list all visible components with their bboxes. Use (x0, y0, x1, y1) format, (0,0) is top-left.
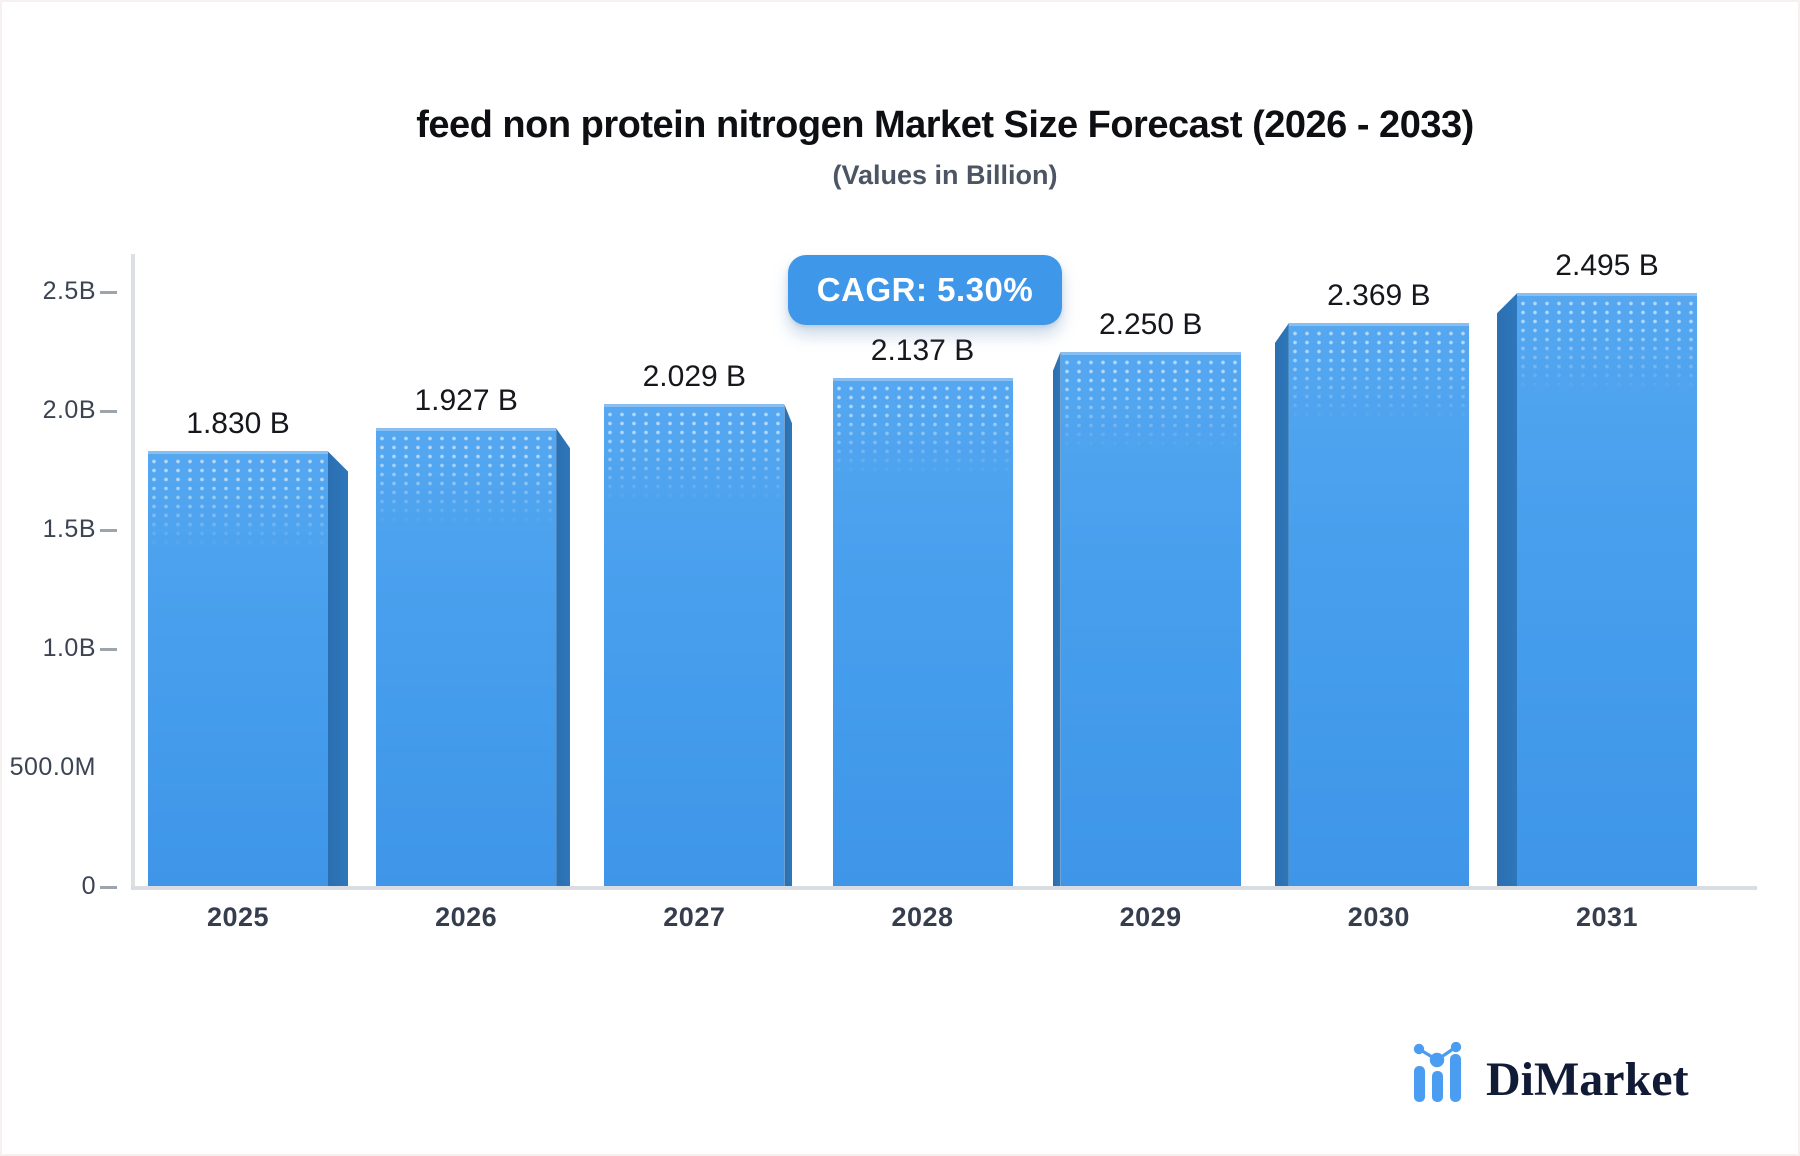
bar-texture-dots (1517, 299, 1698, 392)
y-axis-tick-label: 0 (81, 872, 96, 900)
bar-texture-dots (1060, 357, 1241, 450)
y-axis-tick-mark (100, 886, 117, 889)
x-axis-label: 2027 (663, 902, 726, 932)
bar-value-label: 1.927 B (414, 384, 518, 418)
bar-face (1517, 293, 1698, 887)
bar-texture-dots (376, 434, 557, 527)
y-axis-tick-label: 1.5B (42, 515, 96, 543)
x-axis-label: 2028 (891, 902, 954, 932)
bar-texture-dots (604, 410, 785, 503)
bar-group-2029 (1052, 351, 1241, 887)
bar-value-label: 2.137 B (870, 334, 975, 368)
x-axis-baseline (131, 886, 1757, 890)
bar-side-3d (1052, 351, 1061, 887)
cagr-badge: CAGR: 5.30% (788, 255, 1062, 325)
x-axis-label: 2025 (206, 902, 270, 932)
bar-value-label: 2.369 B (1327, 279, 1431, 313)
bar-face (832, 378, 1013, 887)
y-axis-tick-label: 500.0M (9, 753, 96, 781)
chart-subtitle: (Values in Billion) (832, 160, 1058, 190)
bar-value-label: 1.830 B (186, 407, 290, 441)
y-axis-tick-mark (100, 648, 117, 651)
bar-side-3d (328, 451, 348, 887)
brand-logo: DiMarket (1412, 1042, 1689, 1106)
bar-group-2025 (148, 451, 348, 887)
bar-group-2031 (1497, 293, 1698, 887)
bar-side-3d (1497, 293, 1518, 887)
x-axis-label: 2031 (1575, 902, 1639, 932)
y-axis-line (131, 254, 135, 890)
y-axis-tick-label: 1.0B (42, 634, 96, 662)
bar-group-2026 (376, 428, 571, 887)
y-axis-tick-label: 2.0B (42, 396, 96, 424)
bar-texture-dots (1288, 329, 1469, 422)
brand-logo-text: DiMarket (1486, 1053, 1689, 1106)
bar-value-label: 2.250 B (1098, 307, 1203, 341)
bar-face (604, 404, 785, 887)
bar-group-2027 (604, 404, 793, 887)
bar-face (1060, 351, 1241, 887)
bar-group-2028 (832, 378, 1013, 887)
bar-value-label: 2.029 B (642, 360, 747, 394)
bar-line-chart-icon (1413, 1042, 1462, 1102)
bar-side-3d (784, 404, 793, 887)
bar-group-2030 (1274, 323, 1469, 887)
y-axis-tick-mark (100, 529, 117, 532)
bar-side-3d (1274, 323, 1289, 887)
bar-side-3d (556, 428, 571, 887)
y-axis-tick-mark (100, 410, 117, 413)
bar-face (1288, 323, 1469, 887)
x-axis-label: 2030 (1347, 902, 1410, 932)
bar-texture-dots (832, 384, 1013, 477)
bar-face (376, 428, 557, 887)
x-axis-label: 2026 (435, 902, 498, 932)
bar-value-label: 2.495 B (1555, 249, 1659, 283)
y-axis-tick-label: 2.5B (42, 277, 96, 305)
x-axis-label: 2029 (1119, 902, 1182, 932)
chart-title: feed non protein nitrogen Market Size Fo… (416, 104, 1474, 146)
bar-texture-dots (148, 457, 328, 550)
y-axis-tick-mark (100, 291, 117, 294)
bar-face (148, 451, 328, 887)
